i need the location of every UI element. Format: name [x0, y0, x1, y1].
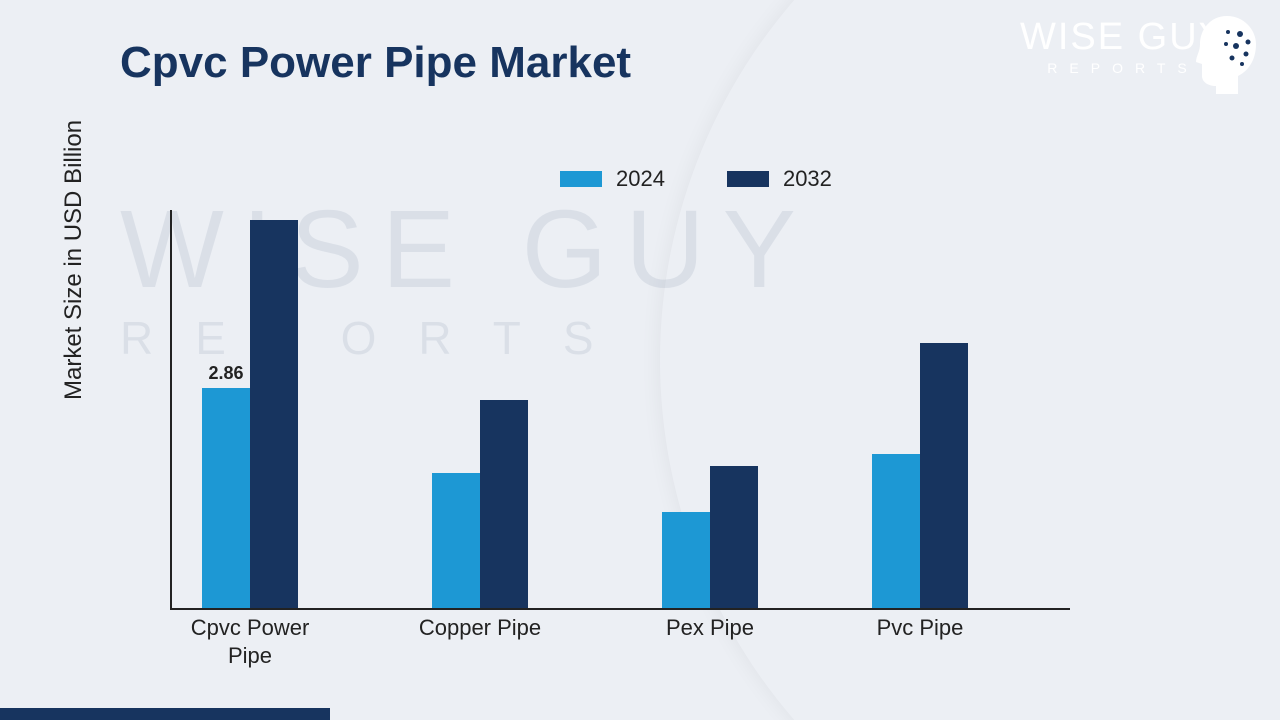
- legend-swatch-2024: [560, 171, 602, 187]
- bar: [250, 220, 298, 608]
- legend-item-2024: 2024: [560, 166, 665, 192]
- bar: [432, 473, 480, 608]
- bar: [920, 343, 968, 608]
- bar-group: Pex Pipe: [662, 466, 758, 608]
- legend: 2024 2032: [560, 166, 832, 192]
- legend-label-2024: 2024: [616, 166, 665, 192]
- legend-label-2032: 2032: [783, 166, 832, 192]
- brand-logo: WISE GUY REPORTS: [988, 18, 1258, 76]
- bar-value-label: 2.86: [202, 363, 250, 388]
- chart-title: Cpvc Power Pipe Market: [120, 38, 631, 88]
- legend-swatch-2032: [727, 171, 769, 187]
- x-axis-label: Pex Pipe: [630, 608, 790, 642]
- legend-item-2032: 2032: [727, 166, 832, 192]
- bar-group: 2.86Cpvc Power Pipe: [202, 220, 298, 608]
- y-axis-label: Market Size in USD Billion: [60, 120, 88, 400]
- bar-group: Pvc Pipe: [872, 343, 968, 608]
- canvas: WISE GUY REPORTS WISE GUY REPORTS Cpvc P…: [0, 0, 1280, 720]
- bar: [662, 512, 710, 608]
- x-axis-label: Cpvc Power Pipe: [170, 608, 330, 669]
- bar-group: Copper Pipe: [432, 400, 528, 608]
- bar: [202, 388, 250, 608]
- bar: [480, 400, 528, 608]
- bar: [872, 454, 920, 608]
- bar: [710, 466, 758, 608]
- plot-area: 2.86Cpvc Power Pipe Copper Pipe Pex Pipe Pv…: [170, 210, 1070, 610]
- bottom-strip: [0, 708, 330, 720]
- head-icon: [1192, 14, 1262, 96]
- x-axis-label: Pvc Pipe: [840, 608, 1000, 642]
- x-axis-label: Copper Pipe: [400, 608, 560, 642]
- chart-area: 2.86Cpvc Power Pipe Copper Pipe Pex Pipe Pv…: [120, 210, 1080, 610]
